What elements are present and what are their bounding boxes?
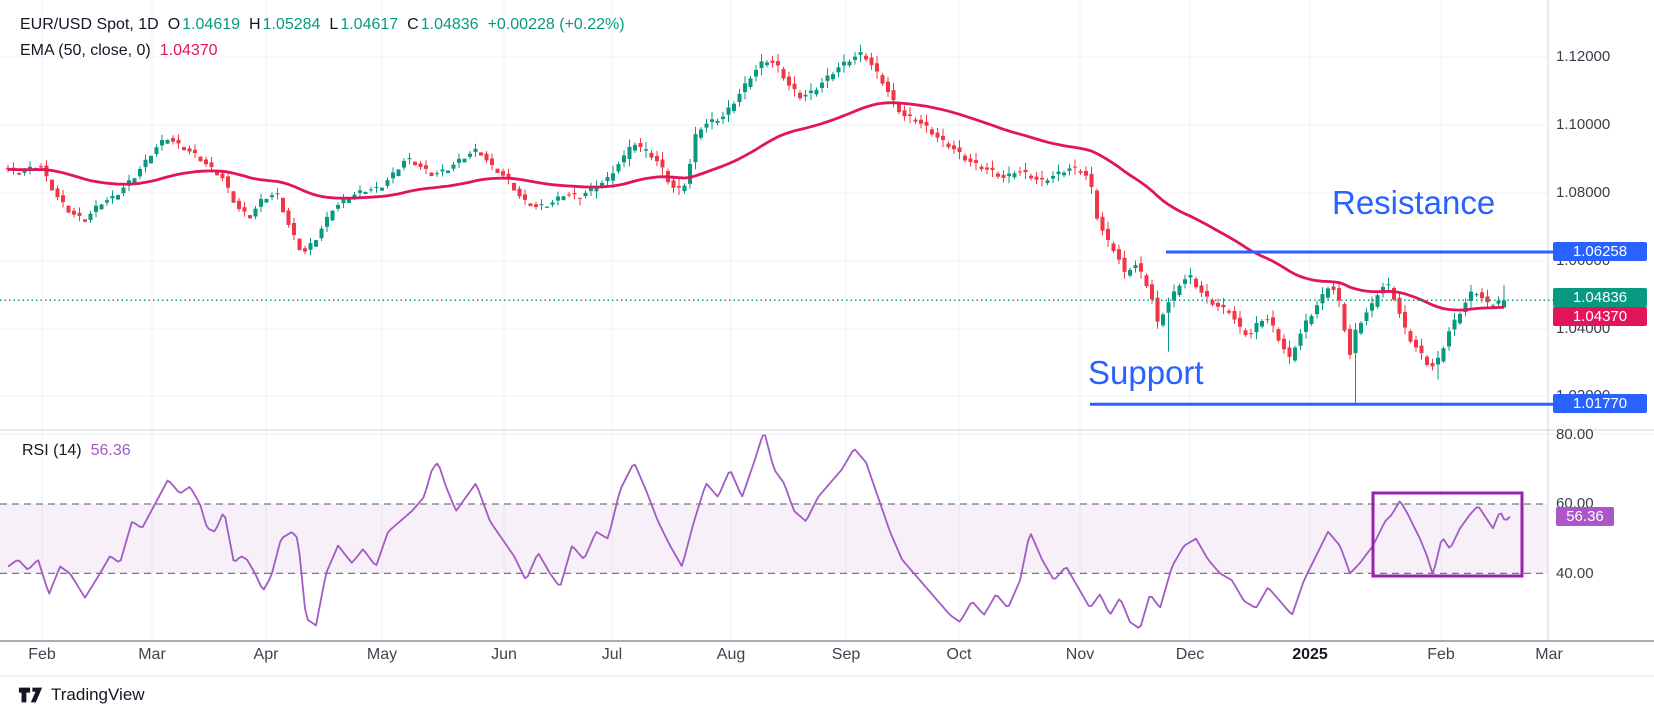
low-label: L <box>329 16 339 33</box>
time-axis-label: May <box>366 646 398 663</box>
price-axis-badge: 1.01770 <box>1553 394 1647 413</box>
tradingview-logo-icon <box>18 687 43 703</box>
time-axis-label: Nov <box>1065 646 1095 663</box>
time-axis-label: Mar <box>138 646 166 663</box>
tradingview-logo[interactable]: TradingView <box>18 684 145 706</box>
symbol-title: EUR/USD Spot, 1D <box>20 16 159 33</box>
ema-label: EMA (50, close, 0) <box>20 42 151 59</box>
time-axis-label: Apr <box>253 646 279 663</box>
price-axis-label: 1.12000 <box>1556 48 1611 65</box>
price-axis-badge: 1.06258 <box>1553 242 1647 261</box>
price-axis-badge: 1.04370 <box>1553 307 1647 326</box>
tradingview-logo-text: TradingView <box>51 685 145 704</box>
time-axis-label: Dec <box>1175 646 1205 663</box>
time-axis-label: Sep <box>831 646 861 663</box>
support-annotation-label[interactable]: Support <box>1088 354 1204 391</box>
symbol-legend-row[interactable]: EUR/USD Spot, 1D O 1.04619 H 1.05284 L 1.04… <box>20 16 625 34</box>
open-value: 1.04619 <box>182 16 241 33</box>
time-axis-label: Feb <box>1427 646 1455 663</box>
low-value: 1.04617 <box>340 16 399 33</box>
rsi-label: RSI (14) <box>22 442 82 459</box>
rsi-value: 56.36 <box>90 442 131 459</box>
time-axis-label: Aug <box>716 646 746 663</box>
price-axis-label: 1.08000 <box>1556 184 1611 201</box>
close-value: 1.04836 <box>420 16 479 33</box>
price-axis-label: 1.10000 <box>1556 116 1611 133</box>
time-axis-label: Feb <box>28 646 56 663</box>
rsi-legend-row[interactable]: RSI (14) 56.36 <box>22 442 131 460</box>
time-axis-label: Mar <box>1535 646 1563 663</box>
price-axis-label: 80.00 <box>1556 426 1594 443</box>
time-axis-label: Jun <box>491 646 517 663</box>
price-axis-badge: 56.36 <box>1556 507 1614 526</box>
time-axis-label: Jul <box>601 646 623 663</box>
resistance-annotation-label[interactable]: Resistance <box>1332 184 1496 221</box>
ema-legend-row[interactable]: EMA (50, close, 0) 1.04370 <box>20 42 218 60</box>
price-axis-label: 40.00 <box>1556 565 1594 582</box>
ema-value: 1.04370 <box>159 42 218 59</box>
price-axis-badge: 1.04836 <box>1553 288 1647 307</box>
high-value: 1.05284 <box>262 16 321 33</box>
close-label: C <box>407 16 419 33</box>
change-value: +0.00228 (+0.22%) <box>487 16 625 33</box>
time-axis-label: Oct <box>946 646 972 663</box>
time-axis-label: 2025 <box>1292 646 1328 663</box>
high-label: H <box>249 16 261 33</box>
open-label: O <box>167 16 181 33</box>
